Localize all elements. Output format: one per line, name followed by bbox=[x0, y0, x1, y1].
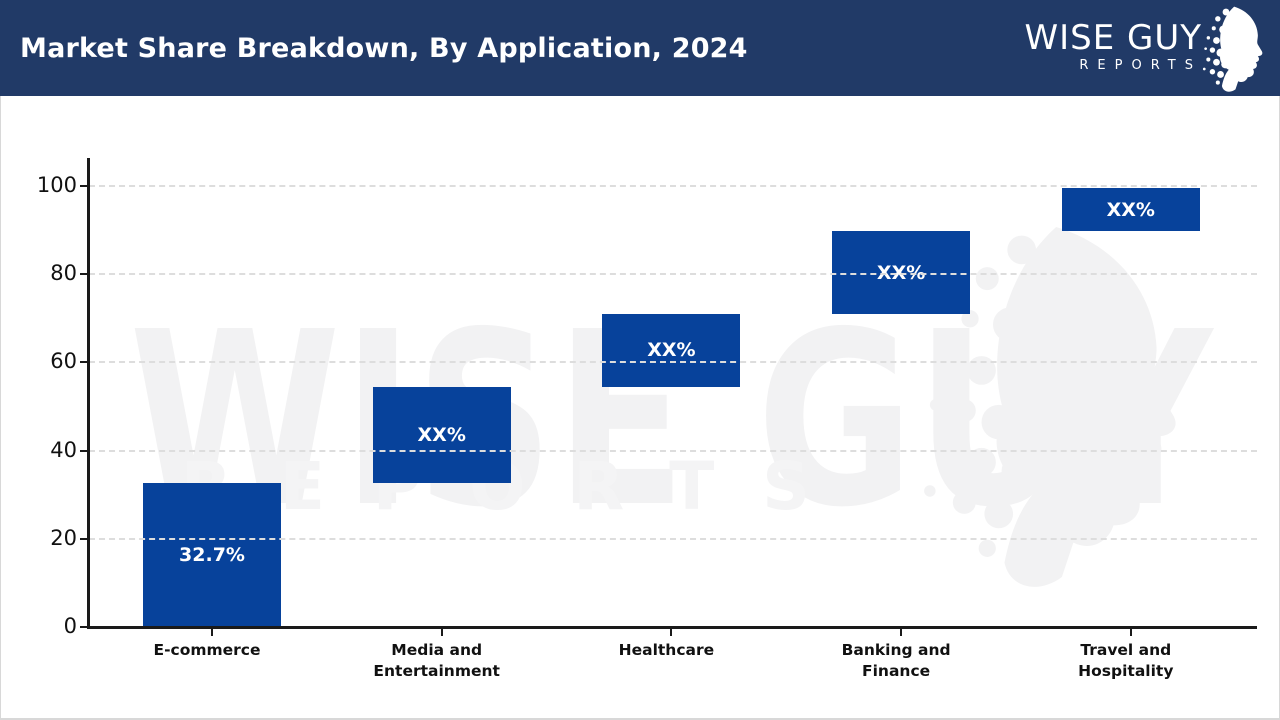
x-tick bbox=[900, 628, 903, 636]
x-tick bbox=[1129, 628, 1132, 636]
x-axis-label: E-commerce bbox=[153, 641, 261, 659]
y-tick-label: 0 bbox=[63, 614, 77, 638]
logo-text: WISE GUY REPORTS bbox=[1024, 21, 1202, 75]
gridline bbox=[89, 273, 1257, 276]
watermark-subtitle: REPORTS bbox=[181, 448, 858, 525]
logo: WISE GUY REPORTS bbox=[1024, 0, 1280, 96]
x-tick bbox=[440, 628, 443, 636]
x-axis-label: Travel and Hospitality bbox=[1078, 641, 1174, 680]
x-axis-label: Media and Entertainment bbox=[373, 641, 500, 680]
gridline bbox=[89, 185, 1257, 187]
bar-label: XX% bbox=[1106, 198, 1155, 221]
bar: 32.7% bbox=[143, 482, 281, 627]
x-axis-label: Healthcare bbox=[618, 641, 715, 659]
x-axis-label: Banking and Finance bbox=[841, 641, 951, 680]
bar-label: XX% bbox=[647, 339, 696, 362]
y-tick-label: 80 bbox=[50, 261, 77, 286]
x-tick bbox=[670, 628, 673, 636]
y-tick bbox=[80, 449, 88, 452]
logo-reports-text: REPORTS bbox=[1079, 58, 1202, 73]
chart-card: WISE GUY REPORTS 32.7% E-commerce XX% Media… bbox=[0, 96, 1280, 720]
bar: XX% bbox=[832, 231, 971, 314]
page-title: Market Share Breakdown, By Application, … bbox=[20, 32, 748, 64]
y-tick bbox=[80, 537, 88, 540]
bar: XX% bbox=[602, 313, 741, 387]
y-tick-label: 20 bbox=[50, 525, 77, 550]
logo-wiseguy-text: WISE GUY bbox=[1024, 18, 1202, 58]
y-tick bbox=[80, 273, 88, 276]
y-tick-label: 60 bbox=[50, 349, 77, 374]
bar-label: XX% bbox=[417, 423, 466, 446]
bar-label: XX% bbox=[876, 261, 926, 284]
gridline bbox=[89, 449, 1257, 452]
bar: XX% bbox=[372, 386, 511, 483]
bar-label: 32.7% bbox=[179, 543, 245, 566]
y-tick-label: 40 bbox=[50, 437, 77, 462]
bar: XX% bbox=[1061, 187, 1200, 232]
x-axis-spine bbox=[87, 626, 1257, 629]
header-bar: Market Share Breakdown, By Application, … bbox=[0, 0, 1280, 96]
gridline bbox=[89, 361, 1257, 364]
x-tick bbox=[211, 628, 213, 636]
y-tick bbox=[80, 626, 88, 628]
y-tick-label: 100 bbox=[36, 173, 77, 197]
gridline bbox=[89, 537, 1257, 540]
y-tick bbox=[80, 185, 88, 187]
y-axis-spine bbox=[87, 158, 90, 629]
y-tick bbox=[80, 361, 88, 364]
